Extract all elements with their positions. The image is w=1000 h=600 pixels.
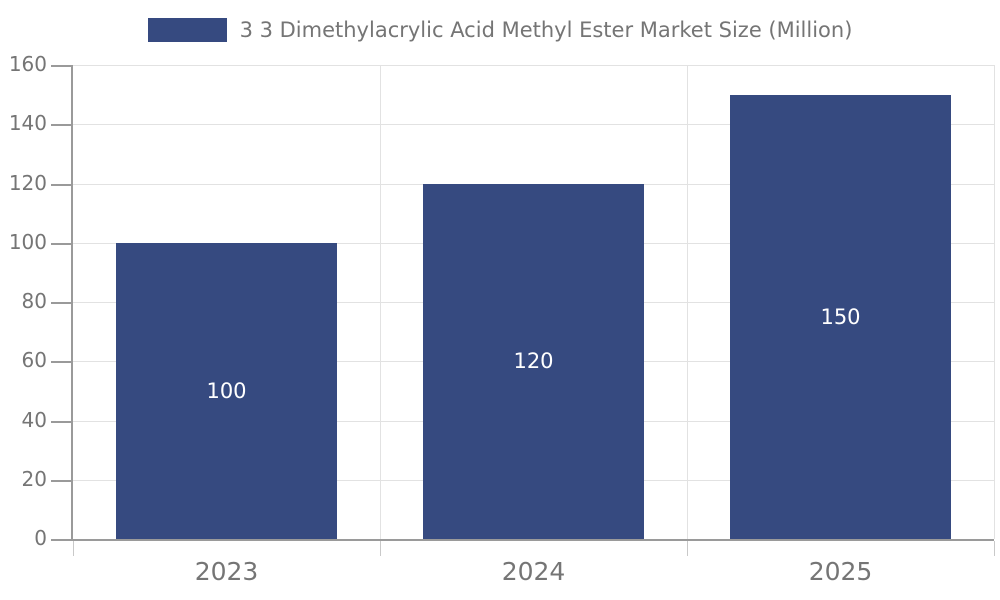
- y-tick: [51, 242, 73, 245]
- bar[interactable]: 120: [423, 183, 644, 539]
- y-tick-label: 60: [21, 348, 47, 373]
- x-tick: [994, 541, 995, 556]
- bar[interactable]: 100: [116, 242, 337, 539]
- y-tick-label: 120: [8, 170, 47, 195]
- y-tick-label: 100: [8, 229, 47, 254]
- x-gridline: [687, 65, 688, 539]
- x-tick: [380, 541, 381, 556]
- x-gridline: [380, 65, 381, 539]
- y-tick: [51, 302, 73, 304]
- y-gridline: [73, 65, 994, 66]
- y-tick: [51, 539, 73, 541]
- y-tick-label: 0: [34, 526, 47, 550]
- y-tick: [51, 183, 73, 186]
- y-tick-label: 80: [21, 289, 47, 313]
- x-tick-label: 2024: [501, 557, 566, 586]
- bar-value-label: 150: [820, 304, 861, 329]
- y-tick: [51, 479, 73, 482]
- y-tick-label: 40: [21, 407, 47, 432]
- bar-value-label: 100: [206, 378, 247, 403]
- y-tick-label: 140: [8, 111, 47, 136]
- bar[interactable]: 150: [730, 94, 951, 539]
- y-tick: [51, 420, 73, 423]
- x-tick-label: 2025: [808, 557, 873, 586]
- legend-swatch: [147, 18, 227, 42]
- y-tick: [51, 124, 73, 127]
- legend[interactable]: 3 3 Dimethylacrylic Acid Methyl Ester Ma…: [0, 18, 1000, 42]
- x-tick: [687, 541, 688, 556]
- x-axis-line: [71, 539, 994, 541]
- y-tick: [51, 65, 73, 67]
- bar-value-label: 120: [513, 349, 554, 374]
- legend-label: 3 3 Dimethylacrylic Acid Methyl Ester Ma…: [239, 18, 853, 42]
- x-gridline: [994, 65, 995, 539]
- y-tick-label: 160: [8, 52, 47, 76]
- y-tick: [51, 361, 73, 364]
- x-tick-label: 2023: [194, 557, 259, 586]
- x-tick: [73, 541, 74, 556]
- y-gridline: [73, 124, 994, 126]
- y-tick-label: 20: [21, 466, 47, 491]
